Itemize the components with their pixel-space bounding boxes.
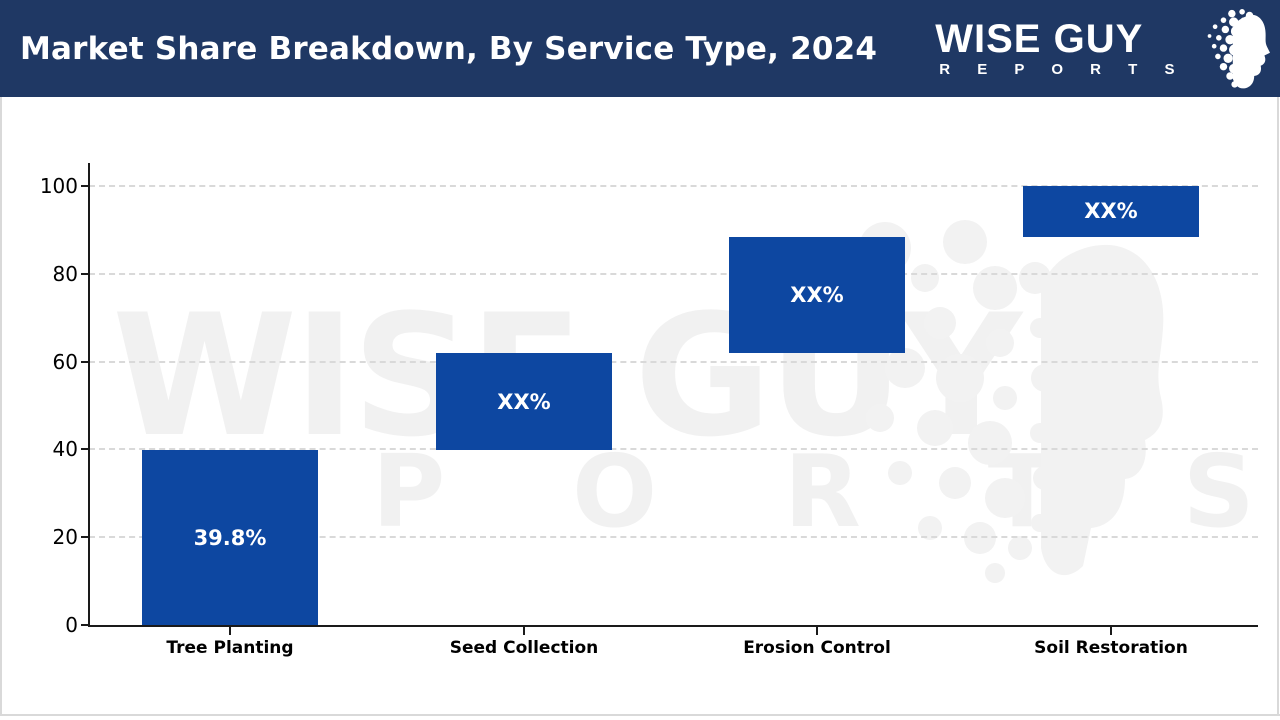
bar-soil-restoration <box>1023 186 1199 237</box>
chart-title: Market Share Breakdown, By Service Type,… <box>20 30 878 67</box>
x-axis-line <box>88 625 1258 627</box>
x-tick-mark <box>523 627 525 635</box>
y-tick-mark <box>81 185 89 187</box>
y-axis-line <box>88 163 90 627</box>
y-tick-label: 20 <box>52 525 78 550</box>
gridline <box>89 185 1258 187</box>
logo-head-icon <box>1207 8 1270 88</box>
x-axis-label: Erosion Control <box>743 638 891 658</box>
x-tick-mark <box>816 627 818 635</box>
y-tick-label: 0 <box>65 613 78 637</box>
y-tick-mark <box>81 360 89 363</box>
x-axis-label: Soil Restoration <box>1034 638 1188 658</box>
y-tick-label: 40 <box>52 437 78 462</box>
bar-erosion-control <box>729 236 905 353</box>
y-tick-label: 80 <box>52 261 78 286</box>
x-axis-label: Seed Collection <box>449 638 599 658</box>
frame-border-right <box>1277 97 1279 716</box>
bar-tree-planting <box>142 450 318 625</box>
logo-secondary-text: R E P O R T S <box>939 61 1186 78</box>
x-tick-mark <box>1110 627 1112 635</box>
y-tick-mark <box>81 272 89 275</box>
logo-primary-text: WISE GUY <box>935 17 1144 61</box>
gridline <box>89 536 1258 539</box>
report-header: Market Share Breakdown, By Service Type,… <box>0 0 1280 97</box>
frame-border-bottom <box>0 714 1280 716</box>
y-tick-label: 60 <box>52 349 78 374</box>
y-tick-mark <box>81 448 89 451</box>
logo-wordmark: WISE GUY R E P O R T S <box>935 19 1186 78</box>
bar-value-label: XX% <box>1084 199 1138 224</box>
gridline <box>89 272 1258 275</box>
bar-value-label: 39.8% <box>193 525 267 550</box>
bar-value-label: XX% <box>497 389 551 414</box>
x-axis-label: Tree Planting <box>166 638 294 658</box>
wise-guy-logo: WISE GUY R E P O R T S <box>935 0 1270 97</box>
bar-value-label: XX% <box>790 282 844 307</box>
y-tick-mark <box>81 536 89 539</box>
y-tick-label: 100 <box>39 174 78 198</box>
gridline <box>89 448 1258 451</box>
bar-seed-collection <box>436 352 612 451</box>
frame-border-left <box>0 97 2 716</box>
gridline <box>89 360 1258 363</box>
x-tick-mark <box>229 627 231 635</box>
y-tick-mark <box>81 624 89 626</box>
